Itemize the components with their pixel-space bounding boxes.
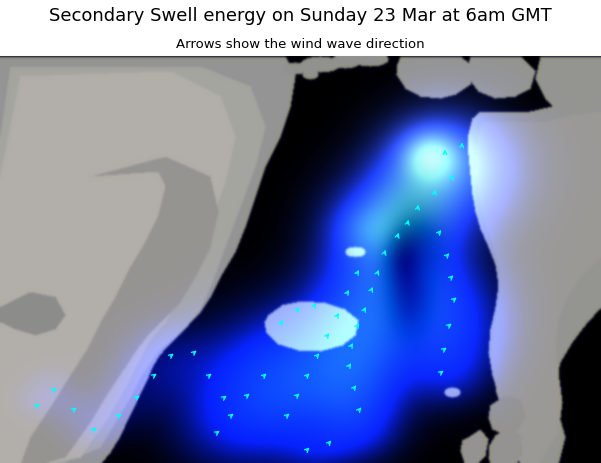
Text: Secondary Swell energy on Sunday 23 Mar at 6am GMT: Secondary Swell energy on Sunday 23 Mar … [49,7,552,25]
Text: Arrows show the wind wave direction: Arrows show the wind wave direction [176,38,425,50]
